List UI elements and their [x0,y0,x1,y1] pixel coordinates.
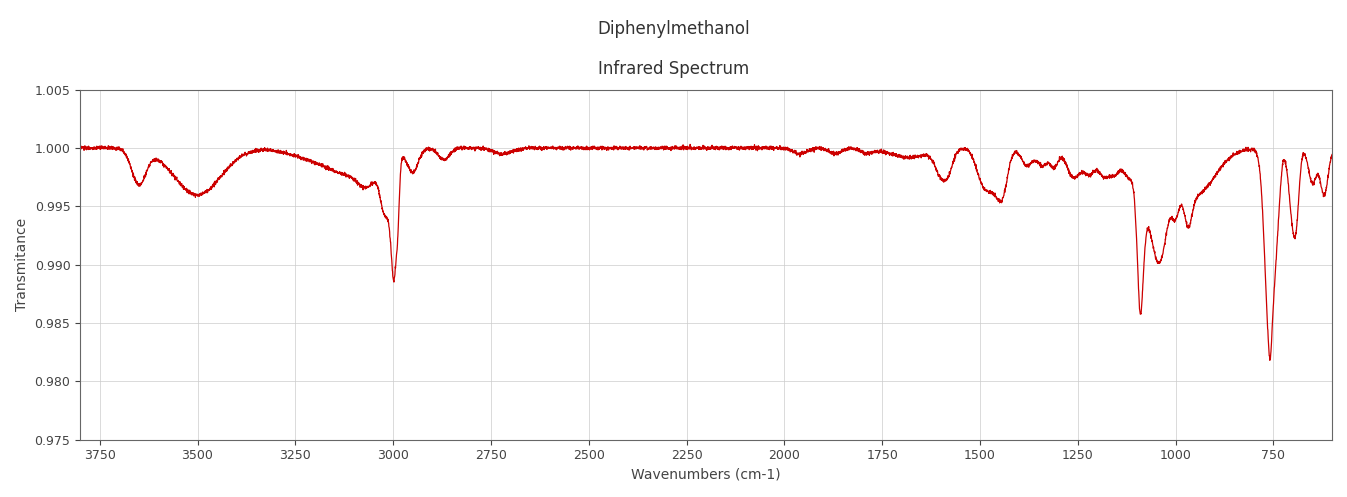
Text: Diphenylmethanol: Diphenylmethanol [597,20,750,38]
X-axis label: Wavenumbers (cm-1): Wavenumbers (cm-1) [632,468,781,482]
Y-axis label: Transmitance: Transmitance [15,218,30,311]
Text: Infrared Spectrum: Infrared Spectrum [598,60,749,78]
